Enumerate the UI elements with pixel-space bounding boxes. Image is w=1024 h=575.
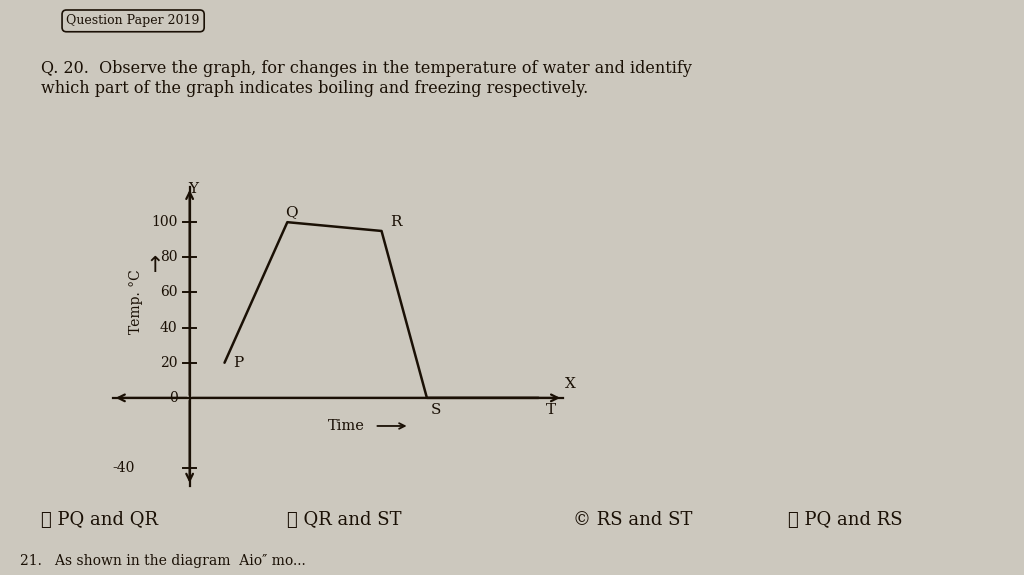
Text: 40: 40 [160, 321, 177, 335]
Text: Time: Time [329, 419, 366, 433]
Text: X: X [564, 377, 575, 391]
Text: P: P [233, 356, 244, 370]
Text: 20: 20 [160, 356, 177, 370]
Text: Ⓑ QR and ST: Ⓑ QR and ST [287, 511, 401, 530]
Text: 60: 60 [160, 285, 177, 300]
Text: 0: 0 [169, 391, 177, 405]
Text: T: T [546, 403, 556, 417]
Text: Question Paper 2019: Question Paper 2019 [67, 14, 200, 28]
Text: ↑: ↑ [145, 256, 164, 276]
Text: Ⓐ PQ and QR: Ⓐ PQ and QR [41, 511, 158, 530]
Text: Y: Y [188, 182, 198, 196]
Text: S: S [430, 403, 440, 417]
Text: 21.   As shown in the diagram  Aio″ mo...: 21. As shown in the diagram Aio″ mo... [20, 554, 306, 568]
Text: R: R [390, 215, 401, 229]
Text: 100: 100 [152, 215, 177, 229]
Text: 80: 80 [160, 250, 177, 264]
Text: -40: -40 [113, 461, 135, 475]
Text: Q. 20.  Observe the graph, for changes in the temperature of water and identify
: Q. 20. Observe the graph, for changes in… [41, 60, 692, 97]
Text: Q: Q [286, 205, 298, 218]
Text: Temp. °C: Temp. °C [129, 269, 142, 334]
Text: ⓓ PQ and RS: ⓓ PQ and RS [788, 511, 903, 530]
Text: © RS and ST: © RS and ST [573, 511, 693, 530]
